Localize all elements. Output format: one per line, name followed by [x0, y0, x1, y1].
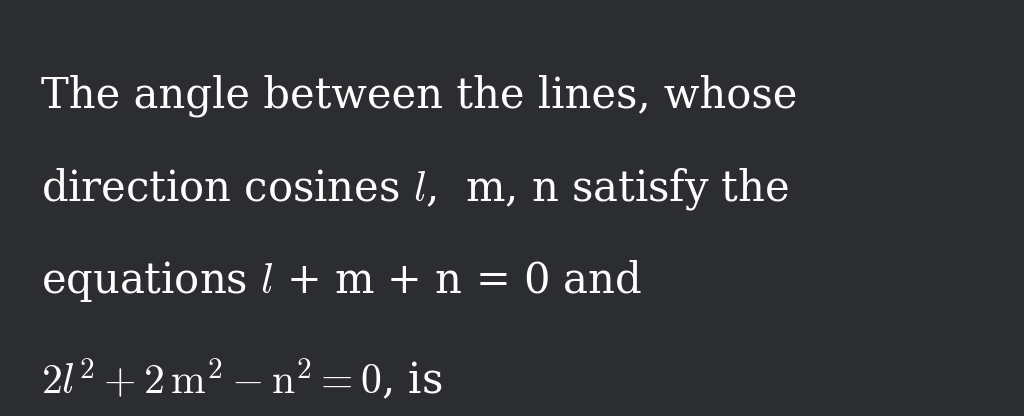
Text: direction cosines $l$,  m, n satisfy the: direction cosines $l$, m, n satisfy the: [41, 166, 788, 213]
Text: equations $l$ + m + n = 0 and: equations $l$ + m + n = 0 and: [41, 258, 642, 304]
Text: The angle between the lines, whose: The angle between the lines, whose: [41, 75, 798, 117]
Text: $2l^2 + 2\,\mathrm{m}^2 - \mathrm{n}^2 = 0$, is: $2l^2 + 2\,\mathrm{m}^2 - \mathrm{n}^2 =…: [41, 358, 442, 404]
